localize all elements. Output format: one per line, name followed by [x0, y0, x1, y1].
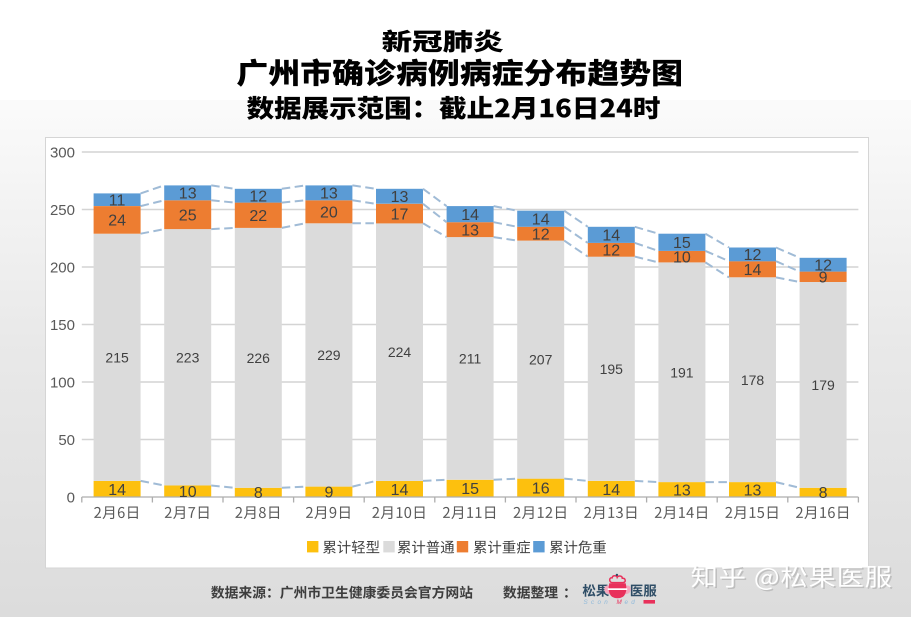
svg-text:211: 211: [459, 351, 482, 367]
svg-text:15: 15: [673, 235, 691, 252]
svg-text:100: 100: [50, 374, 75, 391]
svg-text:207: 207: [529, 352, 553, 368]
svg-text:14: 14: [108, 482, 126, 499]
svg-text:12: 12: [249, 189, 267, 206]
svg-text:200: 200: [50, 259, 75, 276]
svg-text:9: 9: [819, 270, 828, 287]
svg-text:20: 20: [320, 205, 338, 222]
svg-text:15: 15: [461, 481, 479, 498]
svg-text:179: 179: [811, 377, 835, 393]
svg-text:14: 14: [532, 212, 550, 229]
svg-text:14: 14: [461, 207, 479, 224]
svg-text:0: 0: [67, 489, 75, 506]
svg-text:300: 300: [50, 144, 75, 161]
svg-text:25: 25: [179, 208, 197, 225]
svg-text:8: 8: [819, 485, 828, 502]
svg-text:224: 224: [388, 344, 412, 360]
svg-text:50: 50: [58, 432, 75, 449]
svg-text:9: 9: [324, 485, 333, 502]
svg-text:10: 10: [673, 249, 691, 266]
svg-text:10: 10: [179, 484, 197, 501]
svg-text:13: 13: [320, 186, 338, 203]
svg-text:24: 24: [108, 213, 126, 230]
svg-text:M: M: [617, 599, 623, 606]
svg-text:ed: ed: [625, 599, 639, 606]
svg-text:13: 13: [673, 482, 691, 499]
svg-text:12: 12: [814, 258, 832, 275]
svg-text:178: 178: [741, 372, 765, 388]
svg-text:8: 8: [254, 485, 263, 502]
svg-text:Scon: Scon: [584, 599, 612, 606]
svg-text:13: 13: [179, 186, 197, 203]
svg-text:17: 17: [391, 206, 409, 223]
svg-text:12: 12: [602, 243, 620, 260]
svg-text:215: 215: [105, 349, 129, 365]
svg-text:229: 229: [317, 347, 341, 363]
svg-text:226: 226: [247, 350, 271, 366]
svg-text:250: 250: [50, 202, 75, 219]
svg-text:223: 223: [176, 349, 200, 365]
svg-text:14: 14: [602, 228, 620, 245]
svg-text:191: 191: [670, 364, 694, 380]
svg-text:12: 12: [532, 227, 550, 244]
svg-text:13: 13: [391, 189, 409, 206]
svg-text:13: 13: [461, 222, 479, 239]
svg-text:16: 16: [532, 481, 550, 498]
svg-text:12: 12: [744, 247, 762, 264]
svg-text:11: 11: [109, 193, 126, 210]
svg-text:14: 14: [744, 262, 762, 279]
svg-text:14: 14: [391, 482, 409, 499]
svg-text:195: 195: [600, 361, 624, 377]
svg-text:14: 14: [602, 482, 620, 499]
svg-text:150: 150: [50, 317, 75, 334]
svg-text:13: 13: [744, 482, 762, 499]
svg-text:22: 22: [249, 208, 267, 225]
